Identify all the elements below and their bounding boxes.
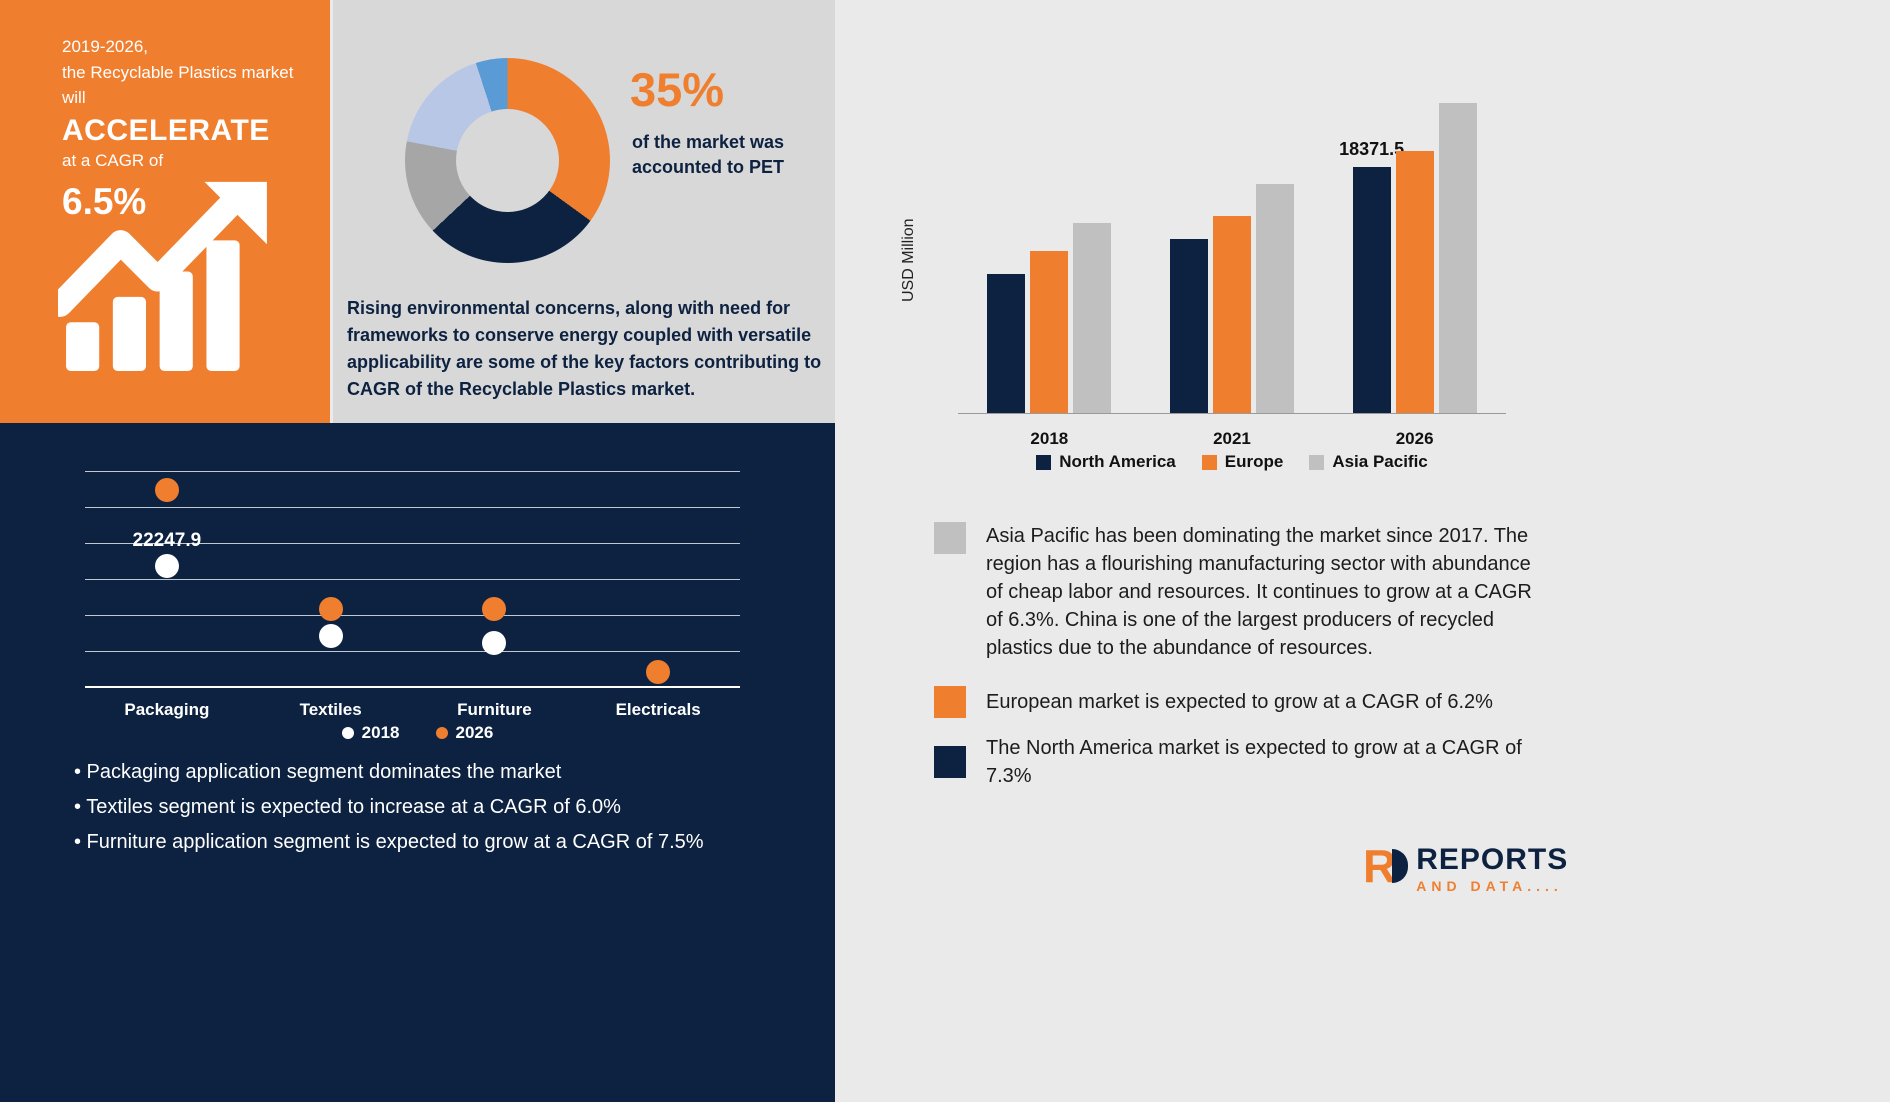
dot-2026-textiles: [318, 597, 343, 621]
asia-pacific-note-text: Asia Pacific has been dominating the mar…: [986, 525, 1532, 659]
legend-2026-dot-icon: [435, 727, 448, 739]
cagr-label: at a CAGR of: [62, 150, 164, 170]
legend-item-europe: Europe: [1201, 452, 1284, 472]
pet-share-value: 35%: [630, 63, 725, 116]
europe-note-text: European market is expected to grow at a…: [986, 691, 1493, 713]
bar-europe-2018: [1030, 251, 1069, 413]
bar-europe-2021: [1212, 216, 1251, 413]
note-europe: European market is expected to grow at a…: [934, 686, 1549, 718]
north-america-swatch-icon: [934, 746, 966, 778]
legend-north-america-label: North America: [1059, 452, 1176, 471]
dot-value-label: 22247.9: [132, 530, 202, 551]
dot-2018-packaging: 22247.9: [133, 530, 201, 578]
dot-category-label-textiles: Textiles: [299, 700, 362, 719]
logo-text-block: REPORTS AND DATA....: [1416, 843, 1568, 894]
pet-donut-chart: [405, 58, 610, 263]
bar-group-2021: 2021: [1169, 184, 1294, 448]
note-asia-pacific: Asia Pacific has been dominating the mar…: [934, 522, 1549, 662]
bar-asia-pacific-2021: [1255, 184, 1294, 413]
legend-asia-pacific-swatch-icon: [1309, 454, 1325, 470]
pet-share-caption: of the market was accounted to PET: [632, 132, 785, 178]
legend-europe-label: Europe: [1224, 452, 1284, 471]
asia-pacific-swatch-icon: [934, 522, 966, 554]
application-bullet-list: • Packaging application segment dominate…: [74, 761, 704, 866]
europe-swatch-icon: [934, 686, 966, 718]
bar-x-axis-label-2026: 2026: [1395, 429, 1434, 448]
application-segments-panel: 22247.9 Packaging Textiles Furniture Electri…: [0, 423, 835, 1102]
pet-share-panel: 35% of the market was accounted to PET R…: [333, 0, 835, 423]
growth-arrow-icon: [58, 181, 267, 371]
legend-item-north-america: North America: [1036, 452, 1176, 472]
market-drivers-paragraph: Rising environmental concerns, along wit…: [347, 298, 822, 399]
legend-europe-swatch-icon: [1201, 454, 1217, 470]
bar-value-label: 18371.5: [1339, 139, 1405, 159]
legend-2026-label: 2026: [455, 723, 494, 742]
note-north-america: The North America market is expected to …: [934, 734, 1549, 790]
dot-category-label-furniture: Furniture: [457, 700, 532, 719]
cagr-text-block: 2019-2026, the Recyclable Plastics marke…: [62, 34, 293, 223]
regional-notes: Asia Pacific has been dominating the mar…: [934, 522, 1549, 806]
dot-2018-furniture: [482, 631, 507, 655]
bar-europe-2026: [1395, 151, 1434, 413]
logo-d-shape-icon: [1392, 849, 1409, 883]
bar-north-america-2018: [987, 274, 1026, 413]
accelerate-headline: ACCELERATE: [62, 113, 270, 147]
bar-x-axis-label-2018: 2018: [1030, 429, 1069, 448]
reports-and-data-logo: R REPORTS AND DATA....: [1363, 843, 1568, 894]
dot-category-label-electricals: Electricals: [615, 700, 701, 719]
dot-category-label-packaging: Packaging: [124, 700, 210, 719]
logo-subtitle: AND DATA....: [1416, 878, 1563, 894]
bullet-packaging: • Packaging application segment dominate…: [74, 761, 562, 783]
cagr-highlight-panel: 2019-2026, the Recyclable Plastics marke…: [0, 0, 330, 423]
dot-plot-legend: 2018 2026: [0, 723, 835, 743]
dot-2026-electricals: [646, 660, 671, 684]
logo-title: REPORTS: [1416, 843, 1569, 876]
legend-item-2018: 2018: [341, 723, 400, 743]
regional-bar-chart: 2018 2021 18371.5 2026: [958, 92, 1506, 448]
dot-2026-packaging: [154, 478, 179, 502]
legend-north-america-swatch-icon: [1036, 454, 1052, 470]
dot-2018-textiles: [318, 624, 343, 648]
legend-asia-pacific-label: Asia Pacific: [1332, 452, 1428, 471]
dot-2026-furniture: [482, 597, 507, 621]
logo-r-glyph: R: [1363, 840, 1397, 892]
bar-asia-pacific-2026: [1438, 103, 1477, 413]
legend-item-2026: 2026: [435, 723, 494, 743]
north-america-note-text: The North America market is expected to …: [986, 737, 1522, 787]
bar-x-axis-label-2021: 2021: [1213, 429, 1251, 448]
cagr-value: 6.5%: [62, 180, 147, 222]
bar-chart-legend: North America Europe Asia Pacific: [958, 452, 1506, 472]
application-dot-plot: 22247.9 Packaging Textiles Furniture Electri…: [85, 471, 740, 719]
bar-chart-y-axis-label: USD Million: [900, 218, 917, 302]
bar-north-america-2021: [1169, 239, 1208, 413]
bullet-furniture: • Furniture application segment is expec…: [74, 831, 704, 853]
bar-asia-pacific-2018: [1073, 223, 1112, 413]
bullet-textiles: • Textiles segment is expected to increa…: [74, 796, 621, 818]
bar-group-2026: 18371.5 2026: [1339, 103, 1477, 448]
legend-2018-dot-icon: [341, 727, 354, 739]
legend-2018-label: 2018: [361, 723, 400, 742]
bar-group-2018: 2018: [987, 223, 1112, 448]
donut-hole: [456, 109, 559, 212]
market-intro-text: 2019-2026, the Recyclable Plastics marke…: [62, 37, 294, 107]
legend-item-asia-pacific: Asia Pacific: [1309, 452, 1428, 472]
bar-north-america-2026: 18371.5: [1339, 139, 1404, 413]
logo-mark-icon: R: [1363, 840, 1409, 892]
